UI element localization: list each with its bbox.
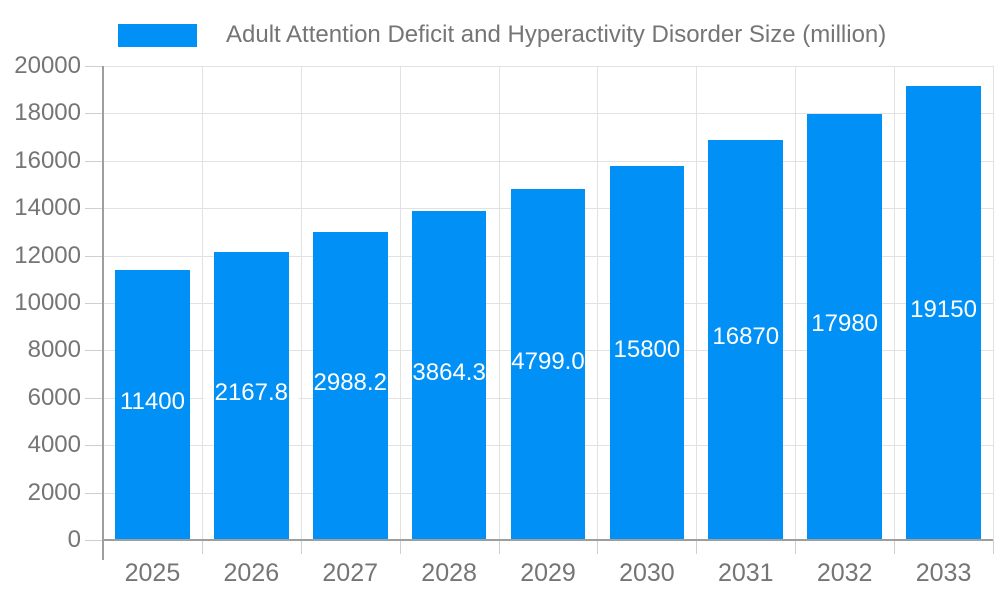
v-gridline bbox=[498, 66, 500, 540]
x-axis-tick bbox=[597, 540, 599, 554]
h-gridline bbox=[103, 113, 993, 115]
x-axis-tick bbox=[795, 540, 797, 554]
x-axis-tick bbox=[300, 540, 302, 554]
y-axis-tick-label: 10000 bbox=[14, 289, 81, 316]
x-axis-tick-label: 2027 bbox=[322, 559, 379, 587]
v-gridline bbox=[993, 66, 994, 540]
x-axis-tick bbox=[201, 540, 203, 554]
y-axis-tick bbox=[85, 303, 103, 304]
y-axis-tick bbox=[85, 397, 103, 399]
bar-2031 bbox=[708, 140, 784, 540]
y-axis-tick-label: 2000 bbox=[27, 478, 81, 506]
v-gridline bbox=[795, 66, 797, 540]
v-gridline bbox=[696, 66, 698, 540]
x-axis-tick-label: 2031 bbox=[717, 559, 774, 587]
bar-2025 bbox=[115, 269, 190, 540]
y-axis-tick bbox=[85, 208, 103, 210]
y-axis-tick-label: 20000 bbox=[14, 52, 81, 79]
bar-2027 bbox=[312, 232, 388, 540]
bar-2032 bbox=[807, 113, 882, 540]
v-gridline bbox=[399, 66, 401, 540]
y-axis-tick bbox=[85, 350, 103, 352]
y-axis-tick-label: 12000 bbox=[14, 241, 81, 269]
y-axis-tick bbox=[85, 255, 103, 257]
x-axis-tick-label: 2033 bbox=[915, 559, 972, 587]
bar-2029 bbox=[510, 189, 586, 540]
x-axis-tick bbox=[894, 540, 896, 554]
y-axis-tick bbox=[85, 540, 103, 541]
legend-label: Adult Attention Deficit and Hyperactivit… bbox=[226, 21, 887, 48]
y-axis-tick-label: 14000 bbox=[14, 194, 81, 222]
bar-2026 bbox=[214, 251, 289, 540]
y-axis-line bbox=[102, 66, 104, 560]
x-axis-tick-label: 2026 bbox=[223, 559, 280, 587]
x-axis-tick bbox=[696, 540, 698, 554]
y-axis-tick bbox=[85, 66, 103, 67]
y-axis-tick bbox=[85, 113, 103, 115]
y-axis-tick bbox=[85, 492, 103, 494]
bar-2033 bbox=[906, 86, 981, 540]
x-axis-tick bbox=[498, 540, 500, 554]
h-gridline bbox=[103, 66, 993, 67]
bar-2030 bbox=[609, 165, 685, 540]
v-gridline bbox=[201, 66, 203, 540]
x-axis-tick bbox=[399, 540, 401, 554]
bar-2028 bbox=[411, 211, 487, 540]
x-axis-tick bbox=[993, 540, 994, 554]
y-axis-tick bbox=[85, 445, 103, 447]
x-axis-tick-label: 2025 bbox=[124, 559, 181, 587]
h-gridline bbox=[103, 160, 993, 162]
x-axis-tick-label: 2032 bbox=[816, 559, 873, 587]
x-axis-tick-label: 2029 bbox=[520, 559, 576, 587]
x-axis-tick-label: 2030 bbox=[619, 559, 675, 587]
y-axis-tick-label: 8000 bbox=[27, 336, 81, 364]
v-gridline bbox=[300, 66, 302, 540]
x-axis-tick-label: 2028 bbox=[421, 559, 477, 587]
y-axis-tick-label: 6000 bbox=[27, 383, 81, 411]
legend: Adult Attention Deficit and Hyperactivit… bbox=[118, 21, 886, 49]
legend-swatch bbox=[118, 23, 197, 47]
y-axis-tick-label: 4000 bbox=[27, 431, 81, 459]
y-axis-tick bbox=[85, 160, 103, 162]
v-gridline bbox=[894, 66, 896, 540]
y-axis-tick-label: 18000 bbox=[14, 99, 81, 127]
v-gridline bbox=[597, 66, 599, 540]
x-axis-line bbox=[103, 539, 993, 541]
y-axis-tick-label: 0 bbox=[67, 526, 81, 553]
plot-area: 11400 12167.85 12988.25 13864.35 14799.05 158… bbox=[103, 66, 994, 540]
y-axis-tick-label: 16000 bbox=[14, 146, 81, 174]
